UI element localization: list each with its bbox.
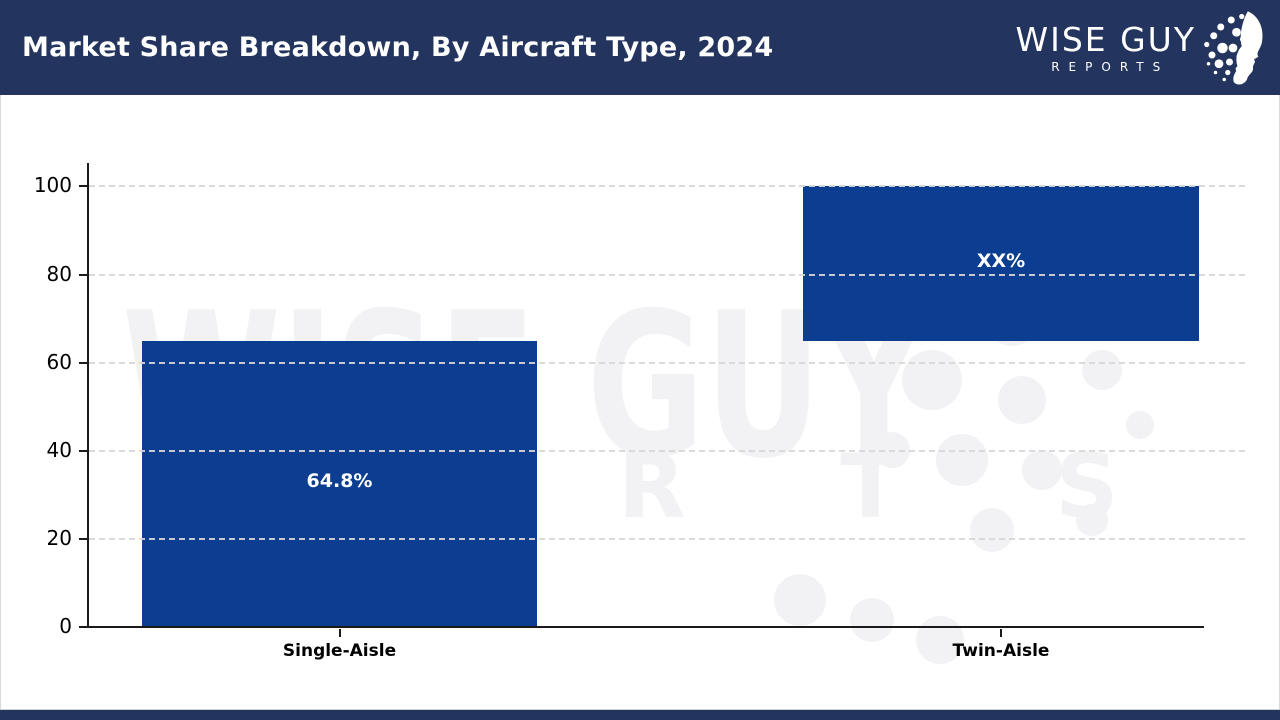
y-tick-mark (79, 273, 87, 276)
watermark-dot (1126, 411, 1154, 439)
logo-text: WISE GUY REPORTS (1015, 20, 1196, 75)
footer-bar (0, 710, 1280, 720)
gridline (89, 185, 1245, 188)
gridline (89, 537, 1245, 540)
x-tick-mark (1000, 629, 1002, 637)
gridline (89, 449, 1245, 452)
watermark-dot (1076, 504, 1108, 536)
wise-guy-reports-logo: WISE GUY REPORTS (1015, 8, 1268, 88)
chart-title: Market Share Breakdown, By Aircraft Type… (22, 32, 774, 63)
bar-value-label: 64.8% (306, 470, 373, 493)
y-tick-label: 100 (33, 173, 72, 198)
logo-wordmark: WISE GUY (1015, 20, 1196, 59)
logo-subtitle: REPORTS (1051, 60, 1170, 74)
y-tick-mark (79, 361, 87, 364)
y-axis-line (87, 163, 89, 628)
x-category-label: Single-Aisle (282, 641, 397, 661)
plot-area: WISE GUY R T S 02040608010064.8%Single-A… (0, 95, 1280, 708)
watermark-dot (1082, 350, 1122, 390)
y-tick-label: 40 (46, 437, 72, 462)
bar (803, 186, 1199, 342)
footer-hairline (0, 709, 1280, 710)
watermark-dot (970, 508, 1014, 552)
watermark-dot (998, 376, 1046, 424)
bar-value-label: XX% (976, 249, 1026, 272)
y-tick-label: 60 (46, 349, 72, 374)
x-axis-line (87, 626, 1204, 628)
dotted-face-icon (1204, 11, 1263, 85)
y-tick-label: 0 (59, 614, 72, 638)
y-tick-mark (79, 626, 87, 628)
y-tick-mark (79, 185, 87, 188)
header-bar: Market Share Breakdown, By Aircraft Type… (0, 0, 1280, 95)
x-tick-mark (338, 629, 341, 637)
x-category-label: Twin-Aisle (952, 641, 1050, 661)
y-tick-mark (79, 537, 87, 540)
watermark-dot (902, 350, 962, 410)
watermark-dot (1022, 450, 1062, 490)
y-tick-label: 20 (46, 525, 72, 550)
watermark-dot (916, 616, 964, 664)
y-tick-label: 80 (46, 261, 72, 286)
y-tick-mark (79, 449, 87, 452)
bar (142, 341, 537, 627)
gridline (89, 273, 1245, 276)
gridline (89, 361, 1245, 364)
watermark-dot (850, 598, 894, 642)
watermark-dot (774, 574, 826, 626)
watermark-dot (936, 434, 988, 486)
